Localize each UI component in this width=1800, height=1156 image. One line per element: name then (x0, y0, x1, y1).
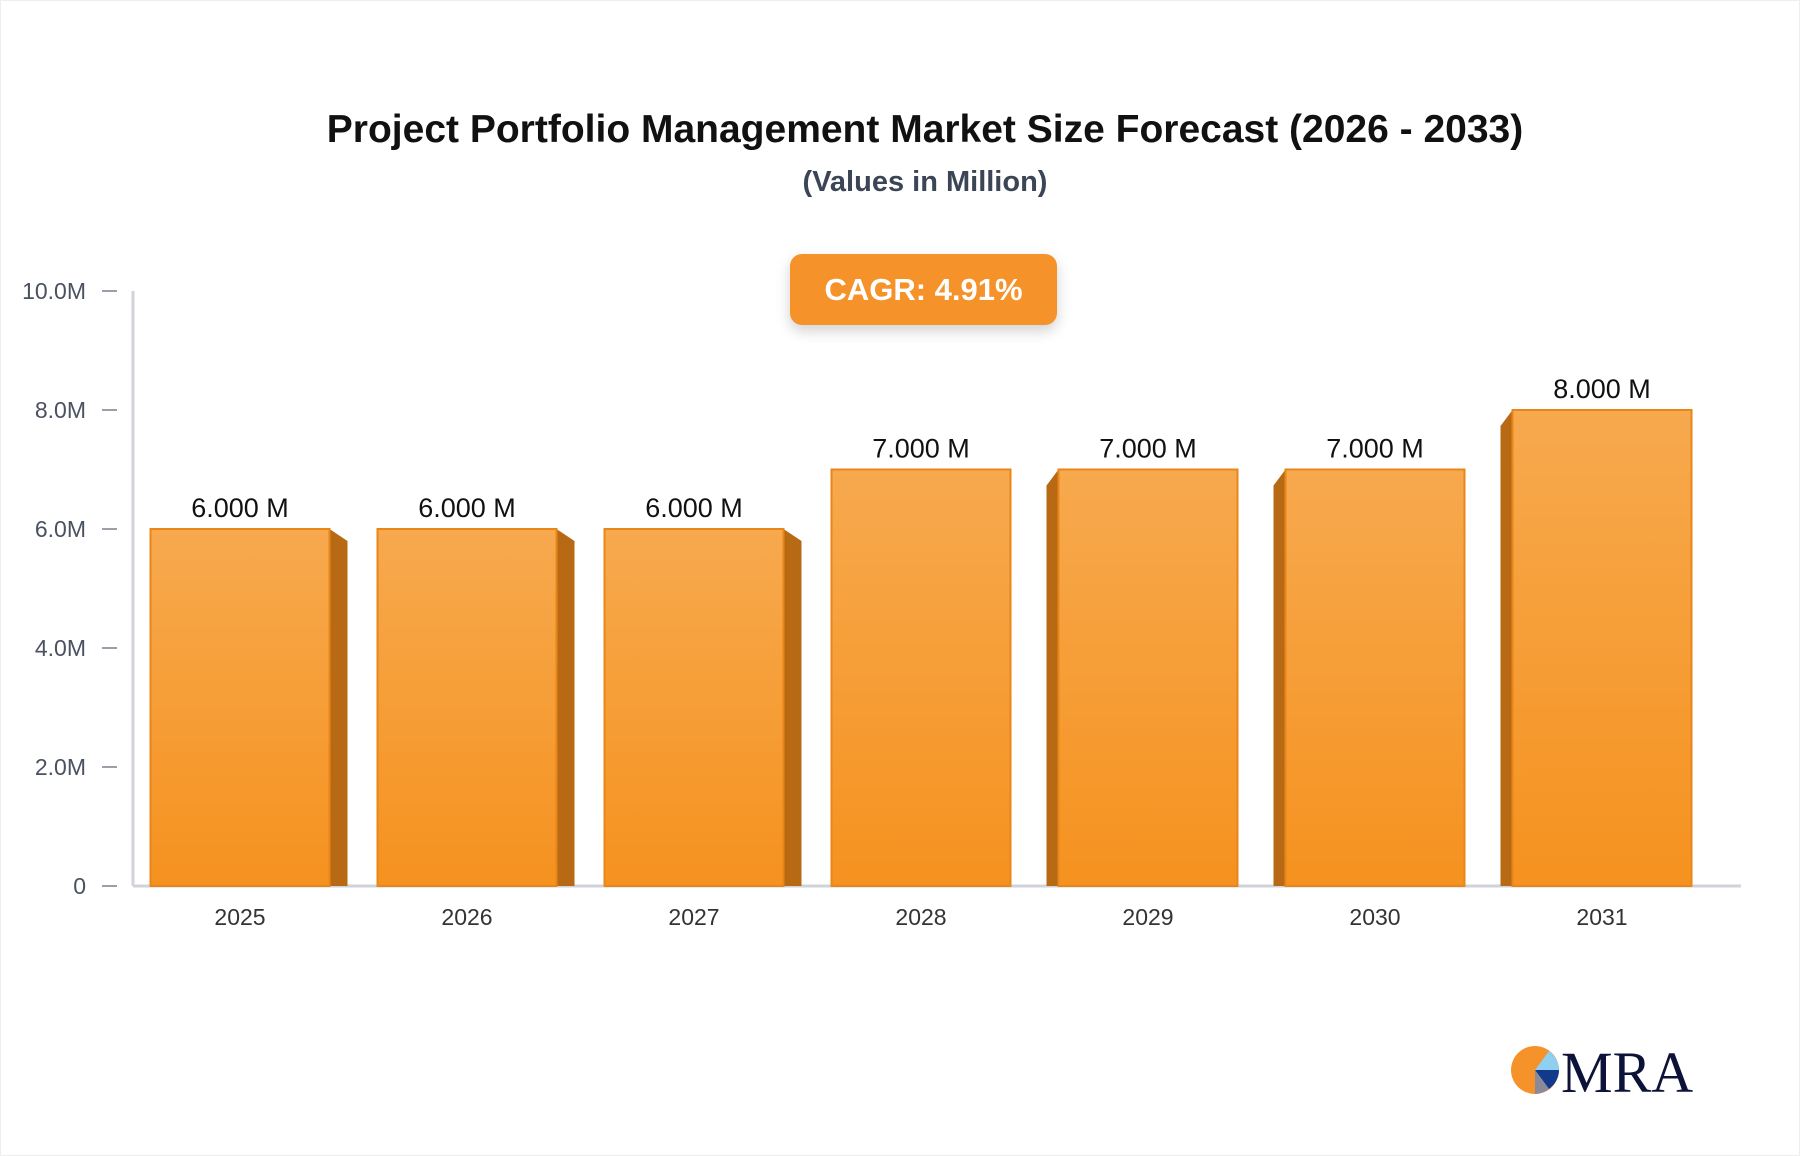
x-tick-label: 2028 (895, 904, 946, 930)
chart-title: Project Portfolio Management Market Size… (326, 108, 1524, 151)
bar-side (556, 529, 575, 886)
y-tick-label: 10.0M (22, 278, 86, 304)
y-tick-label: 6.0M (35, 516, 86, 542)
x-tick-label: 2031 (1576, 904, 1627, 930)
data-label: 7.000 M (1326, 434, 1424, 464)
data-label: 6.000 M (191, 493, 289, 523)
y-tick-label: 4.0M (35, 635, 86, 661)
bar-side (1273, 469, 1286, 886)
data-label: 6.000 M (645, 493, 743, 523)
bar-side (783, 529, 802, 886)
bar-2030 (1284, 468, 1466, 887)
data-label: 7.000 M (1099, 434, 1197, 464)
cagr-badge: CAGR: 4.91% (790, 254, 1057, 325)
y-tick-label: 0 (73, 873, 86, 899)
bar-side (1046, 469, 1059, 886)
mra-logo: MRA (1505, 1040, 1695, 1100)
x-tick-label: 2027 (668, 904, 719, 930)
bar-2026 (376, 528, 558, 887)
bar-2031 (1511, 409, 1693, 887)
data-label: 7.000 M (872, 434, 970, 464)
bar-side (329, 529, 348, 886)
svg-text:MRA: MRA (1561, 1040, 1693, 1100)
x-tick-label: 2030 (1349, 904, 1400, 930)
y-tick-label: 8.0M (35, 397, 86, 423)
data-label: 6.000 M (418, 493, 516, 523)
data-label: 8.000 M (1553, 374, 1651, 404)
bar-2025 (149, 528, 331, 887)
x-tick-label: 2026 (441, 904, 492, 930)
x-tick-label: 2029 (1122, 904, 1173, 930)
bar-2029 (1057, 468, 1239, 887)
bar-side (1500, 410, 1513, 886)
bar-2027 (603, 528, 785, 887)
bar-2028 (830, 468, 1012, 887)
y-tick-label: 2.0M (35, 754, 86, 780)
chart-subtitle: (Values in Million) (802, 166, 1048, 198)
x-tick-label: 2025 (214, 904, 265, 930)
